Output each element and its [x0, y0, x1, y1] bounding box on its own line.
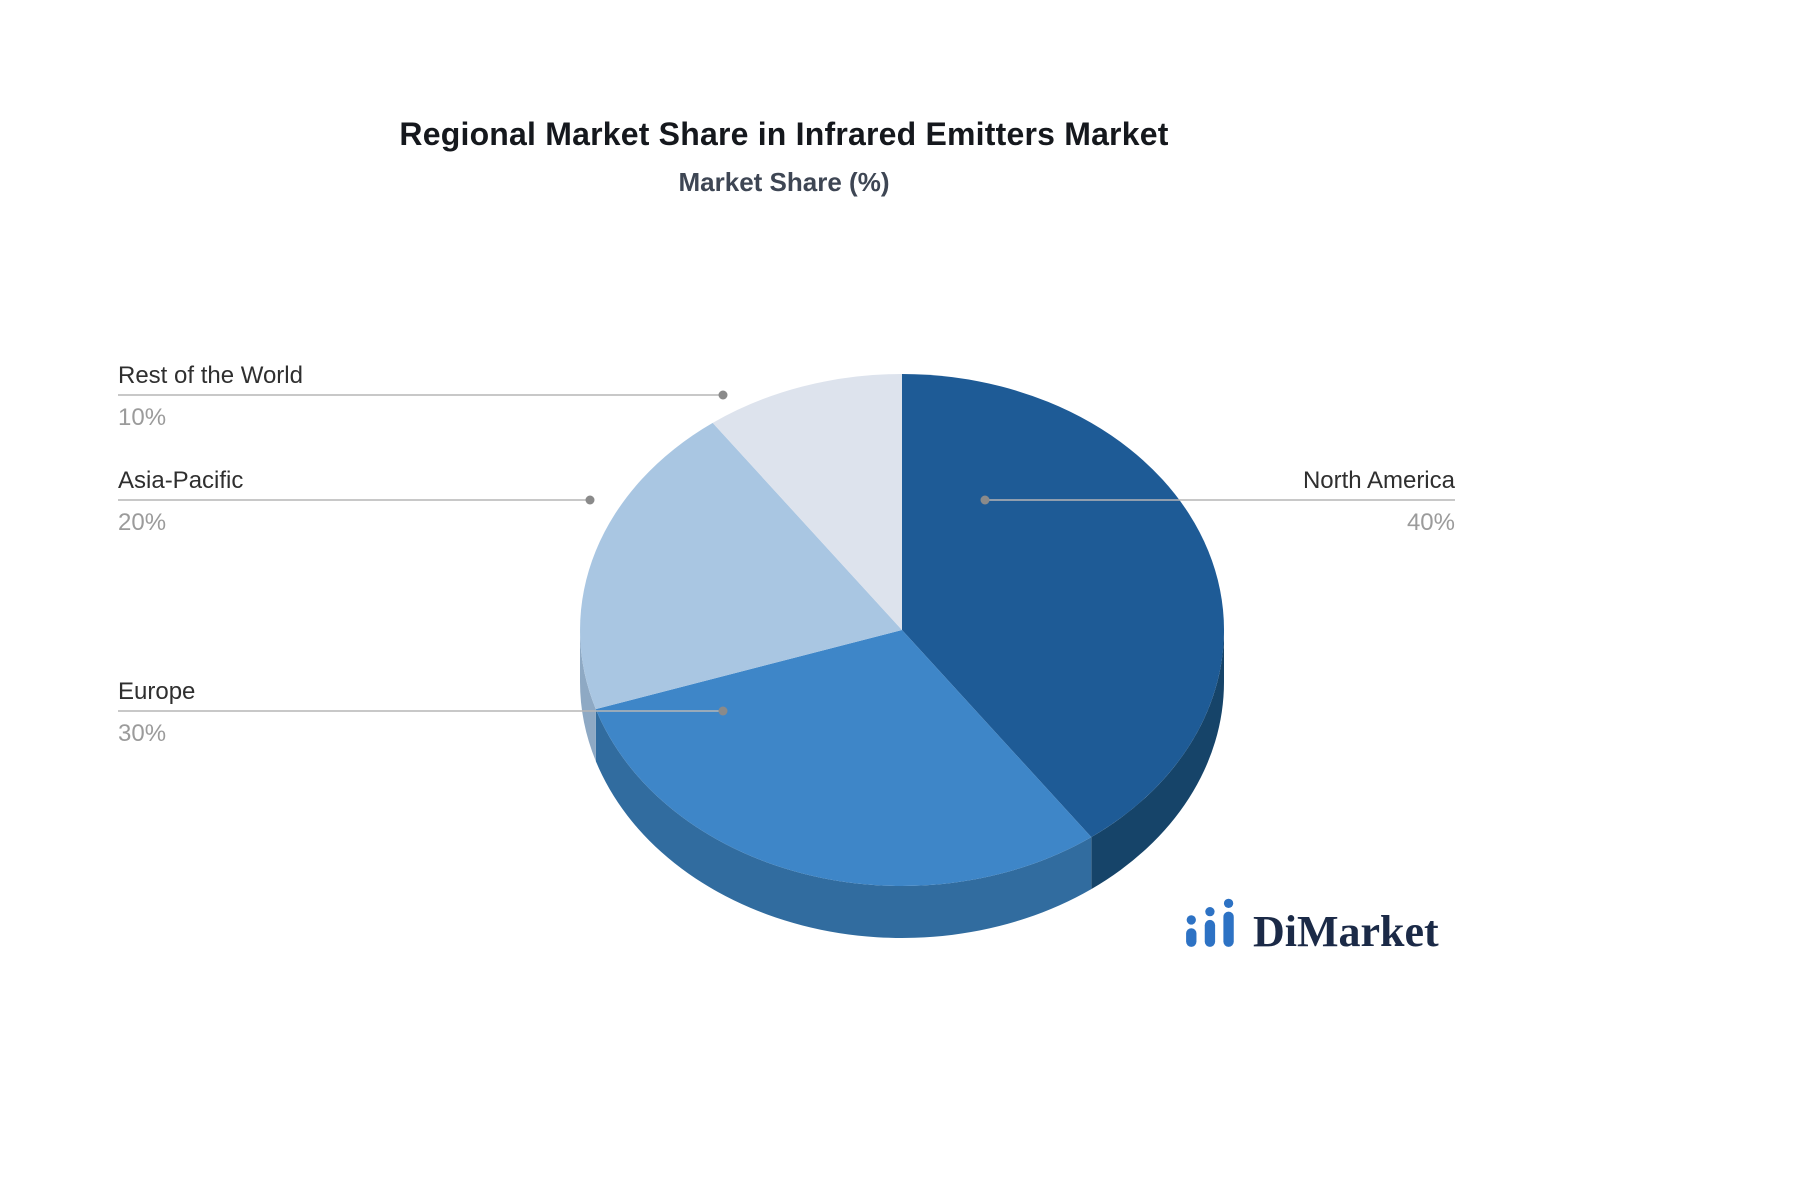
slice-value-rest-of-the-world: 10%	[118, 404, 166, 431]
slice-value-europe: 30%	[118, 720, 166, 747]
slice-label-asia-pacific: Asia-Pacific	[118, 467, 243, 494]
leader-dot-europe	[718, 706, 728, 716]
pie-slice-europe	[595, 630, 1092, 886]
dimarket-logo-icon	[1186, 898, 1234, 947]
slice-value-asia-pacific: 20%	[118, 509, 166, 536]
dimarket-logo-text: DiMarket	[1253, 907, 1439, 956]
leader-dot-asia-pacific	[585, 495, 595, 505]
slice-label-rest-of-the-world: Rest of the World	[118, 362, 303, 389]
leader-dot-north-america	[980, 495, 990, 505]
pie-depth-asia-pacific	[580, 630, 596, 762]
leader-dot-rest-of-the-world	[718, 390, 728, 400]
dimarket-logo: DiMarket	[1183, 893, 1439, 954]
pie-depth-north-america	[1091, 630, 1224, 890]
logo-bars	[1186, 898, 1234, 947]
pie-slice-asia-pacific	[580, 422, 902, 710]
pie-depth-europe	[595, 709, 1092, 938]
pie-slice-north-america	[902, 374, 1225, 838]
pie-slice-rest-of-the-world	[712, 374, 902, 630]
slice-value-north-america: 40%	[1407, 509, 1455, 536]
slice-label-europe: Europe	[118, 678, 195, 705]
slice-label-north-america: North America	[1303, 467, 1456, 494]
